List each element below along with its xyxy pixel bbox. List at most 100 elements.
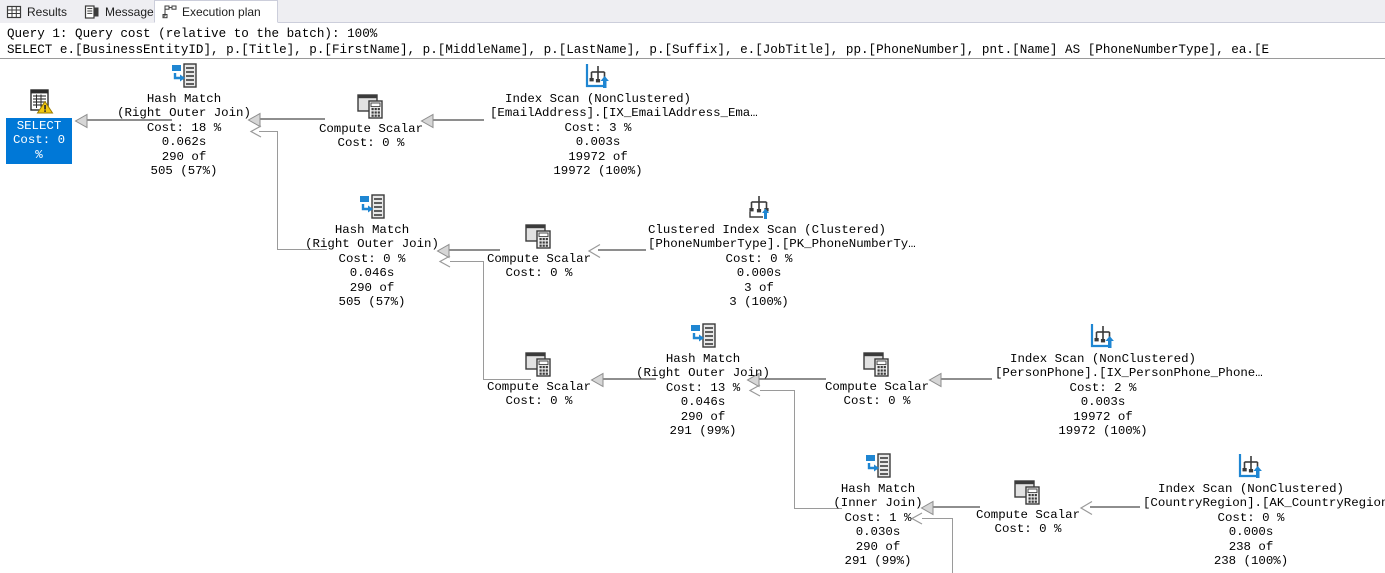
node-rows-pct: 505 (57%) [338, 295, 406, 310]
execution-plan-canvas[interactable]: SELECT Cost: 0 % Hash Match (Right Outer… [0, 60, 1385, 573]
query-sql-line: SELECT e.[BusinessEntityID], p.[Title], … [7, 43, 1270, 57]
messages-icon [84, 4, 100, 19]
node-compute-scalar-5[interactable]: Compute Scalar Cost: 0 % [968, 478, 1088, 537]
node-line: (Right Outer Join) [117, 106, 251, 121]
node-hash-match-3[interactable]: Hash Match (Right Outer Join) Cost: 13 %… [629, 322, 777, 438]
node-rows: 290 of [680, 409, 726, 424]
hash-match-icon [357, 193, 387, 221]
node-rows: 19972 of [1073, 409, 1133, 424]
node-line: Compute Scalar [486, 252, 592, 266]
node-rows-pct: 19972 (100%) [553, 164, 643, 179]
node-cost: Cost: 0 % [843, 394, 911, 409]
node-rows-pct: 238 (100%) [1213, 554, 1289, 569]
tab-results[interactable]: Results [0, 0, 78, 23]
compute-scalar-icon [524, 350, 554, 378]
node-rows-pct: 291 (99%) [844, 554, 912, 569]
node-line: (Right Outer Join) [636, 366, 770, 381]
hash-match-icon [169, 62, 199, 90]
node-line: (Right Outer Join) [305, 237, 439, 252]
node-clustered-index-scan-phonenumbertype[interactable]: Clustered Index Scan (Clustered) [PhoneN… [648, 193, 916, 310]
index-scan-icon [583, 62, 613, 90]
node-rows-pct: 291 (99%) [669, 424, 737, 439]
hash-match-icon [863, 452, 893, 480]
node-cost: Cost: 0 % [725, 251, 793, 266]
node-index-scan-emailaddress[interactable]: Index Scan (NonClustered) [EmailAddress]… [490, 62, 758, 179]
node-cost: Cost: 18 % [146, 120, 222, 135]
node-compute-scalar-3[interactable]: Compute Scalar Cost: 0 % [479, 350, 599, 409]
node-duration: 0.062s [161, 135, 207, 150]
node-compute-scalar-2[interactable]: Compute Scalar Cost: 0 % [479, 222, 599, 281]
node-rows: 238 of [1228, 539, 1274, 554]
node-cost: Cost: 0 % [338, 251, 406, 266]
node-cost: Cost: 0 % [505, 266, 573, 281]
node-hash-match-2[interactable]: Hash Match (Right Outer Join) Cost: 0 % … [298, 193, 446, 309]
compute-scalar-icon [1013, 478, 1043, 506]
node-line: Compute Scalar [975, 508, 1081, 522]
compute-scalar-icon [524, 222, 554, 250]
node-line: Index Scan (NonClustered) [1158, 482, 1344, 496]
node-duration: 0.003s [1080, 395, 1126, 410]
execution-plan-icon [161, 5, 177, 19]
node-line: Compute Scalar [486, 380, 592, 394]
tab-strip: Results Messages Execution plan [0, 0, 1385, 23]
clustered-index-scan-icon [744, 193, 774, 221]
node-compute-scalar-4[interactable]: Compute Scalar Cost: 0 % [817, 350, 937, 409]
select-label: SELECT [16, 119, 62, 133]
node-index-scan-countryregion[interactable]: Index Scan (NonClustered) [CountryRegion… [1143, 452, 1385, 569]
node-duration: 0.030s [855, 525, 901, 540]
node-line: Hash Match [146, 92, 222, 106]
node-cost: Cost: 1 % [844, 510, 912, 525]
node-line: Hash Match [665, 352, 741, 366]
node-compute-scalar-1[interactable]: Compute Scalar Cost: 0 % [311, 92, 431, 151]
node-hash-match-4[interactable]: Hash Match (Inner Join) Cost: 1 % 0.030s… [813, 452, 943, 568]
node-duration: 0.046s [349, 266, 395, 281]
query-info-header: Query 1: Query cost (relative to the bat… [0, 23, 1385, 59]
node-line: Index Scan (NonClustered) [1010, 352, 1196, 366]
node-line: Hash Match [334, 223, 410, 237]
node-duration: 0.000s [736, 266, 782, 281]
grid-icon [6, 5, 22, 19]
tab-results-label: Results [27, 4, 68, 19]
node-duration: 0.046s [680, 395, 726, 410]
select-cost-box: SELECT Cost: 0 % [6, 118, 72, 165]
node-line: Compute Scalar [318, 122, 424, 136]
node-object: [CountryRegion].[AK_CountryRegion_N… [1143, 496, 1385, 511]
compute-scalar-icon [862, 350, 892, 378]
node-rows: 290 of [855, 539, 901, 554]
tab-messages[interactable]: Messages [78, 0, 160, 23]
query-cost-line: Query 1: Query cost (relative to the bat… [7, 27, 378, 41]
node-rows: 290 of [349, 280, 395, 295]
node-line: Hash Match [840, 482, 916, 496]
node-line: Compute Scalar [824, 380, 930, 394]
node-rows: 290 of [161, 149, 207, 164]
node-index-scan-personphone[interactable]: Index Scan (NonClustered) [PersonPhone].… [995, 322, 1263, 439]
node-cost: Cost: 3 % [564, 120, 632, 135]
node-duration: 0.003s [575, 135, 621, 150]
node-cost: Cost: 13 % [665, 380, 741, 395]
node-cost: Cost: 0 % [1217, 510, 1285, 525]
index-scan-icon [1236, 452, 1266, 480]
node-line: Clustered Index Scan (Clustered) [648, 223, 886, 237]
node-line: Index Scan (NonClustered) [505, 92, 691, 106]
node-duration: 0.000s [1228, 525, 1274, 540]
tab-execution-plan[interactable]: Execution plan [154, 0, 278, 23]
select-result-icon [24, 88, 54, 116]
node-cost: Cost: 0 % [337, 136, 405, 151]
node-cost: Cost: 0 % [994, 522, 1062, 537]
tab-messages-label: Messages [105, 4, 160, 19]
index-scan-icon [1088, 322, 1118, 350]
node-line: (Inner Join) [833, 496, 923, 511]
node-cost: Cost: 0 % [505, 394, 573, 409]
node-cost: Cost: 2 % [1069, 380, 1137, 395]
node-object: [EmailAddress].[IX_EmailAddress_Ema… [490, 106, 758, 121]
node-rows-pct: 3 (100%) [729, 295, 789, 310]
node-select[interactable]: SELECT Cost: 0 % [6, 88, 72, 165]
node-rows: 3 of [744, 280, 774, 295]
node-rows-pct: 19972 (100%) [1058, 424, 1148, 439]
select-cost: Cost: 0 % [12, 133, 66, 162]
node-rows-pct: 505 (57%) [150, 164, 218, 179]
node-hash-match-1[interactable]: Hash Match (Right Outer Join) Cost: 18 %… [110, 62, 258, 178]
tab-execution-plan-label: Execution plan [182, 4, 261, 19]
compute-scalar-icon [356, 92, 386, 120]
node-rows: 19972 of [568, 149, 628, 164]
